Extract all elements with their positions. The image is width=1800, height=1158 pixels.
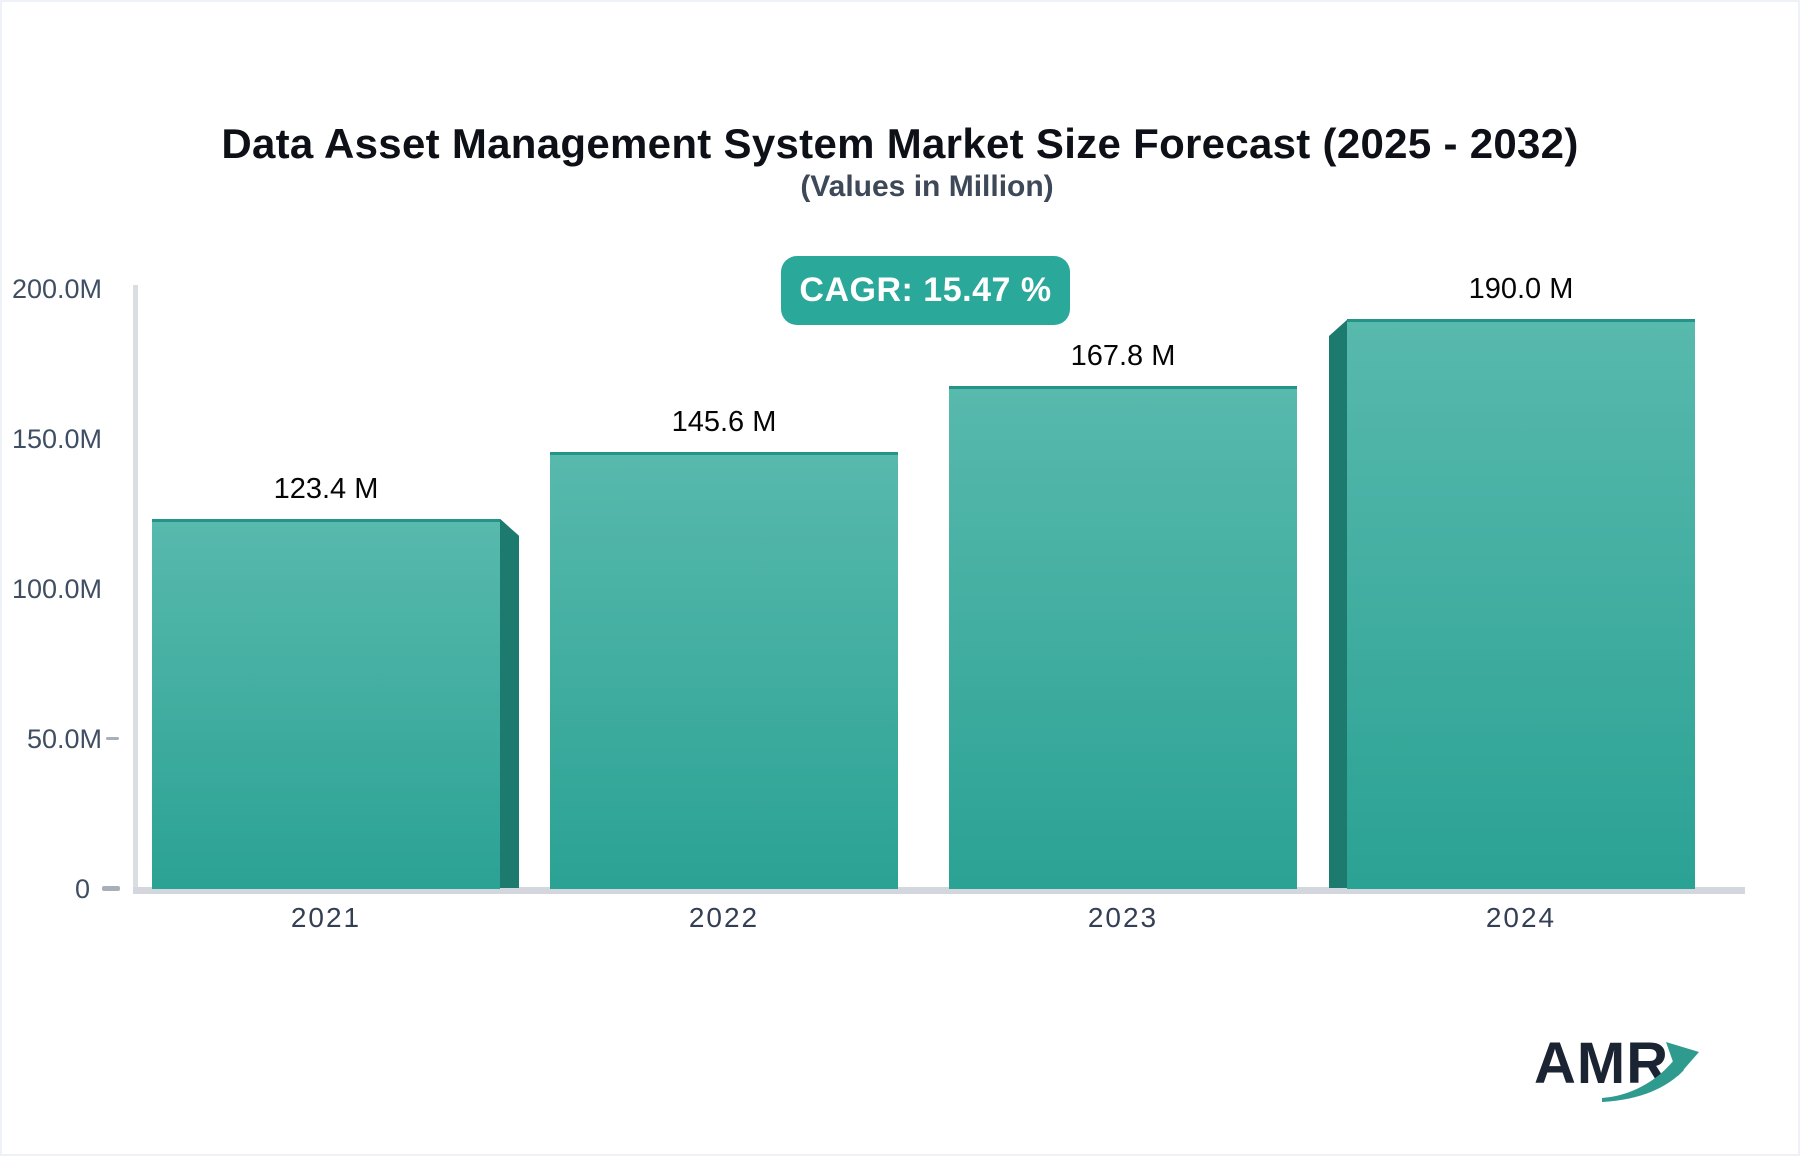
y-axis-tick (106, 737, 119, 740)
y-axis-line (133, 285, 138, 889)
bar-3d-edge (500, 518, 519, 888)
bar-3d-edge (1329, 319, 1348, 888)
y-axis-label: 50.0M (26, 724, 102, 754)
y-axis-label: 200.0M (11, 274, 102, 304)
chart-title: Data Asset Management System Market Size… (221, 120, 1579, 168)
chart-subtitle: (Values in Million) (800, 170, 1054, 203)
growth-arrow-icon (1602, 1042, 1699, 1102)
bar-value-label: 167.8 M (1070, 339, 1176, 372)
bar-2023 (949, 385, 1297, 889)
y-axis-label: 100.0M (11, 574, 102, 604)
x-axis-line (133, 887, 1745, 894)
y-axis-label: 150.0M (11, 424, 102, 454)
bar-value-label: 145.6 M (671, 406, 777, 439)
x-axis-label: 2021 (290, 902, 362, 933)
x-axis-label: 2023 (1087, 902, 1159, 933)
bar-value-label: 190.0 M (1468, 273, 1574, 305)
y-axis-tick (102, 886, 120, 891)
y-axis-label: 0 (74, 874, 90, 904)
bar-value-label: 123.4 M (273, 472, 379, 505)
cagr-badge: CAGR: 15.47 % (781, 256, 1070, 325)
x-axis-label: 2022 (688, 902, 760, 933)
bar-2021 (152, 518, 500, 889)
bar-2024 (1347, 319, 1695, 889)
x-axis-label: 2024 (1485, 902, 1557, 933)
amr-logo: AMR (1534, 1030, 1714, 1110)
bar-2022 (550, 452, 898, 889)
cagr-badge-label: CAGR: 15.47 % (799, 271, 1052, 309)
